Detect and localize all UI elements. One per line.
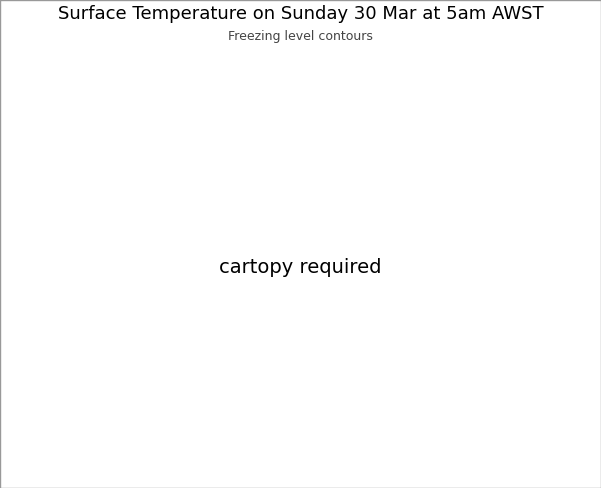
Text: cartopy required: cartopy required xyxy=(219,258,382,277)
Text: Freezing level contours: Freezing level contours xyxy=(228,30,373,43)
Text: Surface Temperature on Sunday 30 Mar at 5am AWST: Surface Temperature on Sunday 30 Mar at … xyxy=(58,5,543,23)
